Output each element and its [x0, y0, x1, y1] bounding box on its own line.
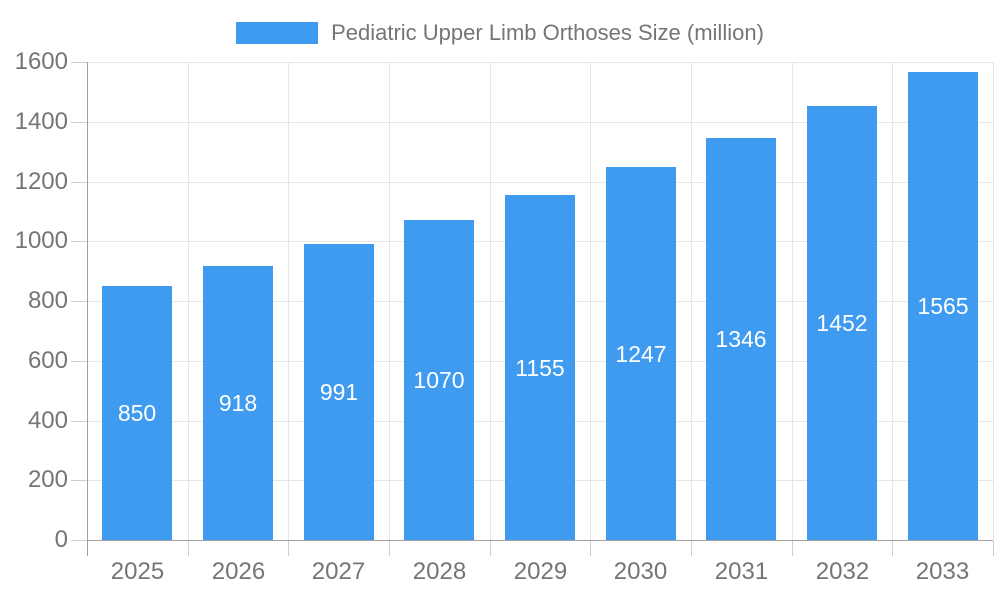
- v-gridline: [590, 62, 591, 540]
- x-tick: [389, 541, 390, 556]
- x-tick-label: 2032: [815, 558, 870, 585]
- x-tick-label: 2031: [714, 558, 769, 585]
- x-tick: [490, 541, 491, 556]
- v-gridline: [490, 62, 491, 540]
- bar[interactable]: [505, 195, 575, 540]
- v-gridline: [792, 62, 793, 540]
- v-gridline: [288, 62, 289, 540]
- y-tick-label: 0: [54, 526, 68, 553]
- x-tick: [691, 541, 692, 556]
- y-axis-line: [87, 62, 88, 556]
- bar[interactable]: [304, 244, 374, 540]
- bar[interactable]: [807, 106, 877, 540]
- bar-value-label: 1565: [917, 293, 969, 319]
- x-tick: [792, 541, 793, 556]
- x-tick-label: 2030: [613, 558, 668, 585]
- x-tick-label: 2026: [211, 558, 266, 585]
- bar-value-label: 1346: [715, 326, 767, 352]
- bar[interactable]: [404, 220, 474, 540]
- y-tick-label: 1000: [14, 227, 68, 254]
- v-gridline: [691, 62, 692, 540]
- x-tick: [288, 541, 289, 556]
- bar-value-label: 1247: [615, 341, 667, 367]
- y-tick-label: 1200: [14, 168, 68, 195]
- bar-value-label: 918: [218, 390, 258, 416]
- y-tick-label: 200: [27, 466, 68, 493]
- x-tick: [590, 541, 591, 556]
- bar-value-label: 1452: [816, 310, 868, 336]
- y-tick-label: 1600: [14, 48, 68, 75]
- y-tick: [71, 301, 87, 302]
- legend[interactable]: Pediatric Upper Limb Orthoses Size (mill…: [0, 20, 1000, 46]
- legend-swatch: [236, 22, 319, 44]
- v-gridline: [389, 62, 390, 540]
- bar[interactable]: [908, 72, 978, 540]
- x-tick-label: 2025: [110, 558, 165, 585]
- y-tick: [71, 182, 87, 183]
- x-tick-label: 2028: [412, 558, 467, 585]
- bar-value-label: 991: [319, 379, 359, 405]
- y-tick: [71, 540, 87, 541]
- bar[interactable]: [203, 266, 273, 540]
- x-axis-line: [87, 540, 993, 541]
- y-tick: [71, 122, 87, 123]
- x-tick: [993, 541, 994, 556]
- v-gridline: [993, 62, 994, 540]
- y-tick-label: 1400: [14, 108, 68, 135]
- x-tick: [892, 541, 893, 556]
- bar[interactable]: [606, 167, 676, 540]
- bar[interactable]: [706, 138, 776, 540]
- h-gridline: [87, 62, 993, 63]
- bar[interactable]: [102, 286, 172, 540]
- x-tick-label: 2027: [311, 558, 366, 585]
- v-gridline: [188, 62, 189, 540]
- v-gridline: [892, 62, 893, 540]
- bar-value-label: 1155: [515, 355, 565, 381]
- y-tick: [71, 361, 87, 362]
- y-tick: [71, 241, 87, 242]
- legend-label: Pediatric Upper Limb Orthoses Size (mill…: [331, 20, 764, 45]
- y-tick: [71, 62, 87, 63]
- h-gridline: [87, 182, 993, 183]
- h-gridline: [87, 122, 993, 123]
- y-tick-label: 600: [27, 347, 68, 374]
- x-tick-label: 2029: [513, 558, 568, 585]
- x-tick: [188, 541, 189, 556]
- y-tick-label: 400: [27, 407, 68, 434]
- y-tick: [71, 480, 87, 481]
- y-tick: [71, 421, 87, 422]
- y-tick-label: 800: [27, 287, 68, 314]
- bar-value-label: 850: [117, 400, 157, 426]
- bar-value-label: 1070: [413, 367, 465, 393]
- x-tick-label: 2033: [915, 558, 970, 585]
